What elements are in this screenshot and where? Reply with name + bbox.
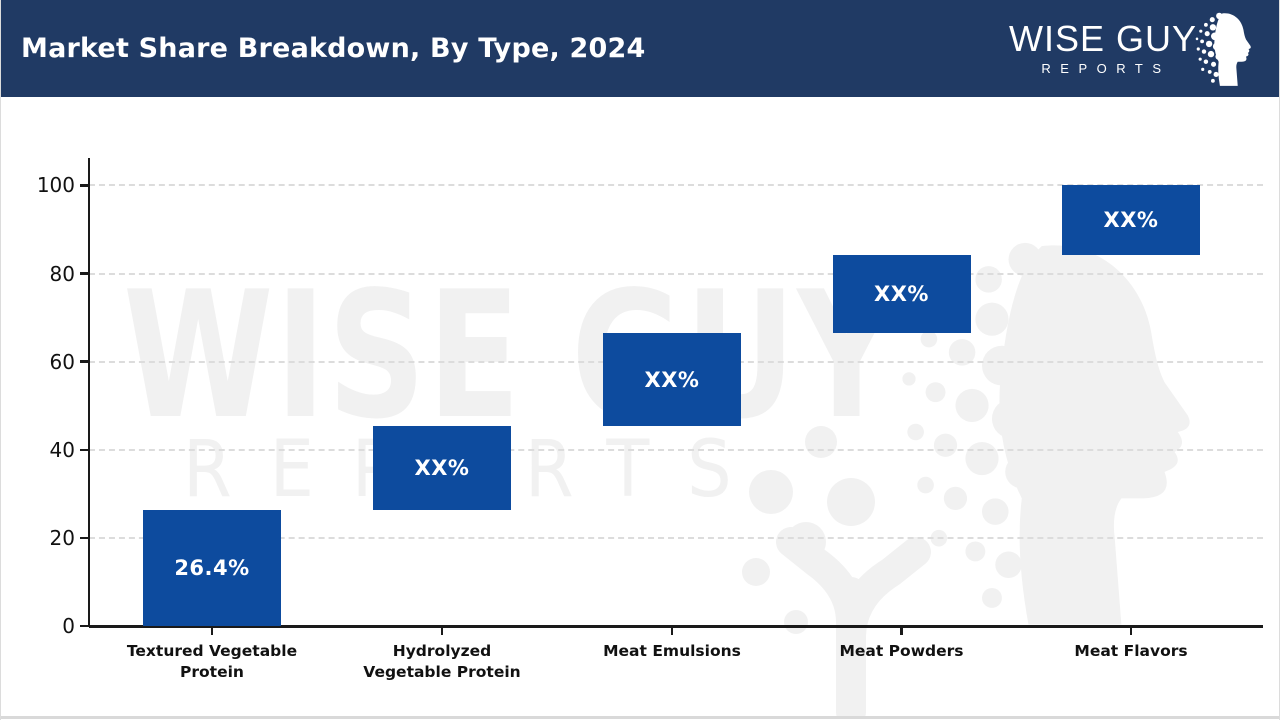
y-axis-tick-label: 60 bbox=[49, 349, 75, 374]
bar: XX% bbox=[832, 254, 971, 334]
x-axis-category-line: Vegetable Protein bbox=[363, 663, 521, 682]
watermark-head-icon bbox=[742, 242, 1190, 717]
x-axis-line bbox=[89, 625, 1263, 628]
y-axis-tick-label: 20 bbox=[49, 525, 75, 550]
x-axis-category-label: Meat Emulsions bbox=[547, 641, 797, 662]
logo-subtitle: REPORTS bbox=[1041, 61, 1171, 76]
y-axis-tick bbox=[80, 272, 89, 275]
bar: XX% bbox=[373, 425, 511, 510]
bar: XX% bbox=[603, 333, 741, 426]
y-gridline bbox=[89, 448, 1263, 451]
bar-value-label: XX% bbox=[1103, 208, 1159, 233]
bar: 26.4% bbox=[143, 509, 281, 626]
y-axis-tick-label: 40 bbox=[49, 437, 75, 462]
y-gridline bbox=[89, 184, 1263, 187]
x-axis-category-label: Meat Flavors bbox=[1006, 641, 1256, 662]
x-axis-category-label: Textured Vegetable Protein bbox=[87, 641, 337, 684]
x-axis-tick bbox=[670, 626, 674, 635]
header-bar: Market Share Breakdown, By Type, 2024 WI… bbox=[1, 0, 1279, 97]
chart-area: WISE GUY REPORTS 0 20 40 60 80 100 26.4% Textur… bbox=[1, 97, 1279, 720]
x-axis-tick bbox=[440, 626, 444, 635]
bar-value-label: 26.4% bbox=[174, 555, 250, 580]
x-axis-category-label: Hydrolyzed Vegetable Protein bbox=[317, 641, 567, 684]
page-bottom-border bbox=[1, 716, 1279, 719]
x-axis-category-line: Protein bbox=[180, 663, 244, 682]
x-axis-category-line: Meat Powders bbox=[839, 642, 964, 660]
y-axis-tick bbox=[80, 624, 89, 628]
x-axis-tick bbox=[900, 626, 903, 635]
x-axis-category-line: Meat Flavors bbox=[1074, 642, 1188, 660]
y-axis-tick-label: 0 bbox=[62, 614, 75, 638]
y-gridline bbox=[89, 272, 1263, 275]
page-title: Market Share Breakdown, By Type, 2024 bbox=[21, 33, 646, 64]
logo-text: WISE GUY REPORTS bbox=[1008, 18, 1197, 77]
logo-wordmark: WISE GUY bbox=[1008, 18, 1197, 59]
x-axis-category-line: Hydrolyzed bbox=[392, 642, 492, 660]
y-axis-line bbox=[87, 158, 91, 626]
wiseguy-logo: WISE GUY REPORTS bbox=[1009, 6, 1253, 92]
watermark-wordmark: WISE GUY bbox=[123, 255, 898, 458]
x-axis-category-line: Textured Vegetable bbox=[126, 642, 298, 660]
y-axis-tick bbox=[80, 360, 89, 363]
logo-head-icon bbox=[1195, 12, 1251, 86]
y-gridline bbox=[89, 536, 1263, 539]
bar-value-label: XX% bbox=[874, 282, 929, 307]
y-axis-tick bbox=[80, 448, 89, 452]
y-axis-tick bbox=[80, 536, 89, 540]
y-gridline bbox=[89, 360, 1263, 363]
x-axis-tick bbox=[1129, 626, 1133, 635]
x-axis-category-line: Meat Emulsions bbox=[603, 642, 741, 660]
x-axis-category-label: Meat Powders bbox=[777, 641, 1027, 662]
watermark-layer: WISE GUY REPORTS bbox=[1, 97, 1279, 720]
bar-value-label: XX% bbox=[644, 367, 700, 392]
watermark-subtitle: REPORTS bbox=[183, 425, 770, 515]
x-axis-tick bbox=[210, 626, 214, 635]
bar: XX% bbox=[1062, 185, 1200, 255]
y-axis-tick-label: 80 bbox=[49, 261, 75, 286]
plot-layer: 0 20 40 60 80 100 26.4% Textured Vegetable Prote… bbox=[1, 97, 1279, 720]
y-axis-tick bbox=[80, 184, 89, 187]
y-axis-tick-label: 100 bbox=[36, 173, 75, 198]
bar-value-label: XX% bbox=[414, 455, 470, 480]
